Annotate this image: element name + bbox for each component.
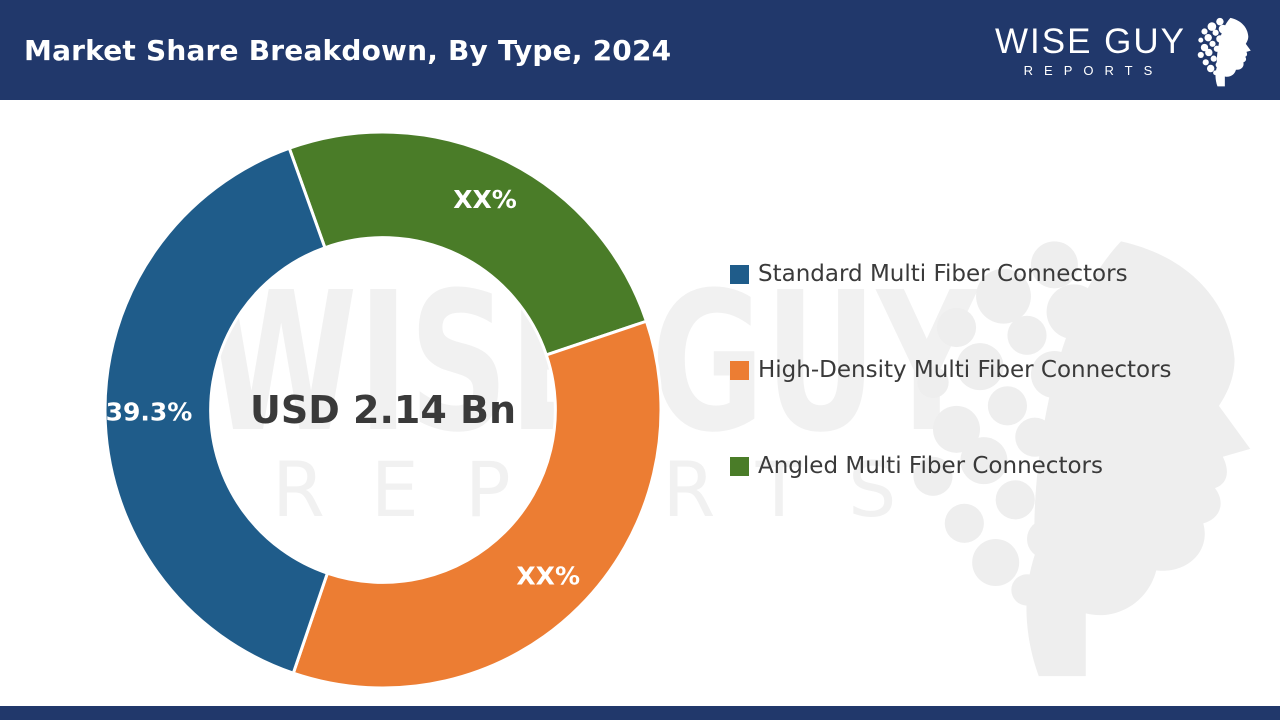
- legend-label-standard: Standard Multi Fiber Connectors: [758, 261, 1128, 287]
- legend-item-standard: Standard Multi Fiber Connectors: [730, 259, 1172, 289]
- legend-label-angled: Angled Multi Fiber Connectors: [758, 453, 1103, 479]
- donut-slice: [291, 319, 663, 690]
- logo-wordmark: WISE GUY: [994, 21, 1186, 61]
- footer-bar: [0, 706, 1280, 720]
- chart-area: WISE GUY REPORTS XX%XX%39.3% USD 2.14 Bn…: [0, 100, 1280, 706]
- logo-subtitle: REPORTS: [1023, 62, 1164, 78]
- legend-label-high-density: High-Density Multi Fiber Connectors: [758, 357, 1172, 383]
- logo-wordmark-block: WISE GUY REPORTS: [995, 24, 1186, 77]
- legend-item-high-density: High-Density Multi Fiber Connectors: [730, 355, 1172, 385]
- legend-item-angled: Angled Multi Fiber Connectors: [730, 451, 1172, 481]
- slice-value-label: XX%: [516, 561, 580, 590]
- legend-swatch-angled: [730, 456, 749, 476]
- slice-value-label: XX%: [453, 185, 517, 214]
- brand-logo: WISE GUY REPORTS: [995, 13, 1254, 87]
- donut-slices: [103, 130, 663, 690]
- donut-slice-labels: XX% XX% 39.3%: [106, 185, 580, 590]
- logo-face-icon: [1197, 17, 1251, 87]
- donut-center-value: USD 2.14 Bn: [250, 388, 516, 432]
- donut-slice: [103, 146, 330, 676]
- page-title: Market Share Breakdown, By Type, 2024: [24, 33, 672, 67]
- donut-chart: XX% XX% 39.3% USD 2.14 Bn: [103, 130, 663, 690]
- legend: Standard Multi Fiber Connectors High-Den…: [730, 259, 1172, 547]
- legend-swatch-high-density: [730, 360, 749, 380]
- slice-value-label: 39.3%: [106, 397, 193, 426]
- header-bar: Market Share Breakdown, By Type, 2024 WI…: [0, 0, 1280, 100]
- donut-slice: [287, 130, 649, 357]
- legend-swatch-standard: [730, 264, 749, 284]
